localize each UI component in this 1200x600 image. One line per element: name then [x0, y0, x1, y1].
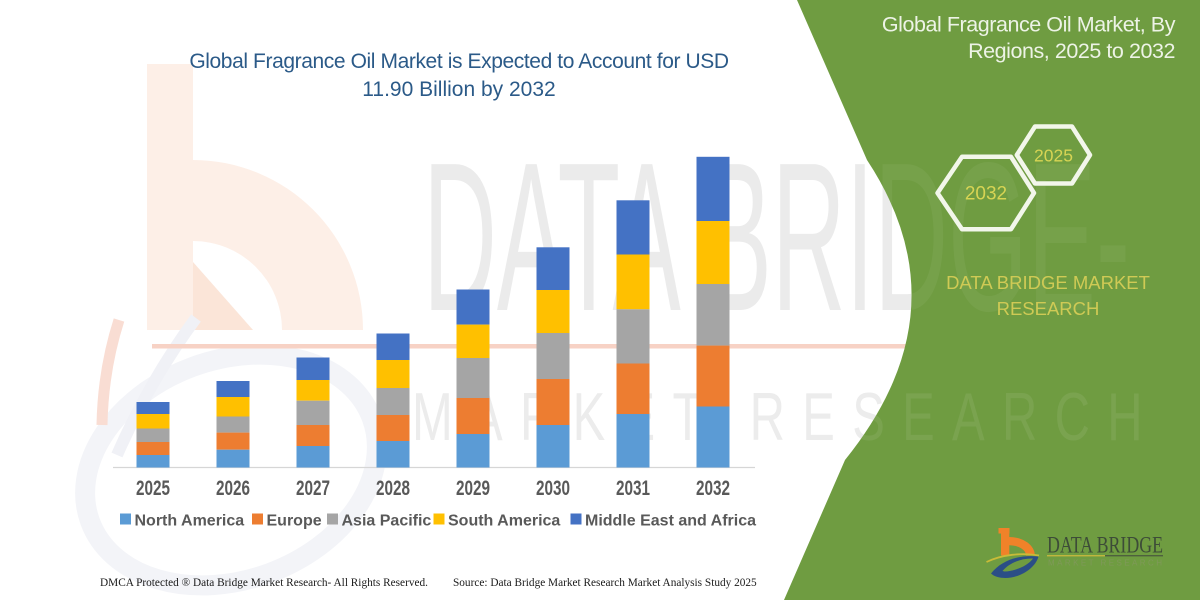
svg-text:2030: 2030	[536, 477, 570, 500]
svg-text:Middle East and Africa: Middle East and Africa	[585, 513, 756, 530]
svg-text:Source: Data Bridge Market Res: Source: Data Bridge Market Research Mark…	[453, 577, 757, 589]
svg-text:2025: 2025	[136, 477, 170, 500]
svg-text:Europe: Europe	[267, 513, 322, 530]
svg-text:Regions, 2025 to 2032: Regions, 2025 to 2032	[968, 39, 1175, 63]
svg-text:RESEARCH: RESEARCH	[997, 298, 1100, 319]
svg-text:DMCA Protected ® Data Bridge M: DMCA Protected ® Data Bridge Market Rese…	[100, 577, 428, 589]
svg-text:Asia Pacific: Asia Pacific	[342, 513, 432, 530]
svg-text:2031: 2031	[616, 477, 650, 500]
svg-text:2028: 2028	[376, 477, 410, 500]
svg-text:Global Fragrance Oil Market is: Global Fragrance Oil Market is Expected …	[189, 50, 729, 73]
svg-text:2025: 2025	[1034, 146, 1073, 166]
svg-text:2027: 2027	[296, 477, 330, 500]
svg-text:DATA BRIDGE: DATA BRIDGE	[1047, 532, 1163, 557]
svg-text:MARKET RESEARCH: MARKET RESEARCH	[1048, 559, 1162, 568]
svg-text:2032: 2032	[965, 184, 1007, 205]
svg-text:2026: 2026	[216, 477, 250, 500]
svg-text:South America: South America	[448, 513, 560, 530]
svg-text:DATA BRIDGE MARKET: DATA BRIDGE MARKET	[946, 272, 1150, 293]
svg-text:North America: North America	[135, 513, 245, 530]
svg-text:2032: 2032	[696, 477, 730, 500]
svg-text:11.90 Billion by 2032: 11.90 Billion by 2032	[362, 78, 555, 101]
svg-text:2029: 2029	[456, 477, 490, 500]
svg-text:Global Fragrance Oil Market, B: Global Fragrance Oil Market, By	[882, 13, 1176, 37]
